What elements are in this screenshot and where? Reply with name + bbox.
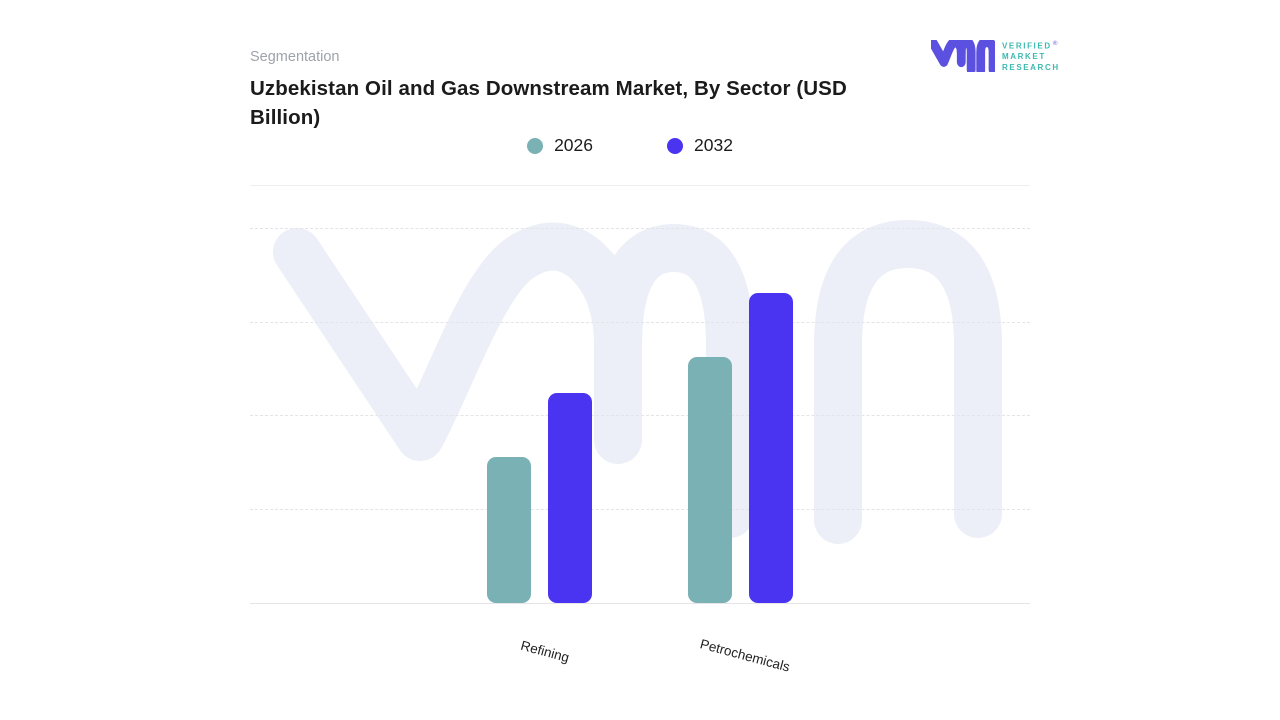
logo-line-market: MARKET xyxy=(1002,52,1046,62)
legend-dot-2026 xyxy=(527,137,544,154)
legend-label-2032: 2032 xyxy=(694,135,733,155)
legend-label-2026: 2026 xyxy=(554,135,593,155)
gridline xyxy=(250,322,1030,323)
gridline xyxy=(250,509,1030,510)
legend-item-2026[interactable]: 2026 xyxy=(527,135,593,156)
logo-line-research: RESEARCH xyxy=(1002,62,1060,72)
gridline xyxy=(250,415,1030,416)
registered-mark: ® xyxy=(1052,40,1058,47)
vmr-monogram-icon xyxy=(932,41,994,71)
chart-title: Uzbekistan Oil and Gas Downstream Market… xyxy=(250,77,847,129)
segmentation-label: Segmentation xyxy=(250,49,340,65)
x-axis-label-refining: Refining xyxy=(519,637,571,666)
vmr-logo: VERIFIED® MARKET RESEARCH xyxy=(931,39,1060,73)
chart-legend: 2026 2032 xyxy=(250,135,1010,156)
legend-item-2032[interactable]: 2032 xyxy=(667,135,733,156)
gridline xyxy=(250,228,1030,229)
chart-header: Segmentation Uzbekistan Oil and Gas Down… xyxy=(250,49,910,132)
plot-area: Refining Petrochemicals xyxy=(250,228,1030,675)
bar-petrochemicals-2026[interactable] xyxy=(688,357,732,603)
legend-dot-2032 xyxy=(667,137,683,154)
logo-line-verified: VERIFIED xyxy=(1002,41,1052,51)
vmr-logo-text: VERIFIED® MARKET RESEARCH xyxy=(1002,39,1060,73)
bar-refining-2032[interactable] xyxy=(548,393,592,603)
bar-petrochemicals-2032[interactable] xyxy=(749,293,793,603)
x-axis-label-petrochemicals: Petrochemicals xyxy=(698,636,792,675)
bar-refining-2026[interactable] xyxy=(487,457,531,603)
header-divider xyxy=(250,185,1030,186)
